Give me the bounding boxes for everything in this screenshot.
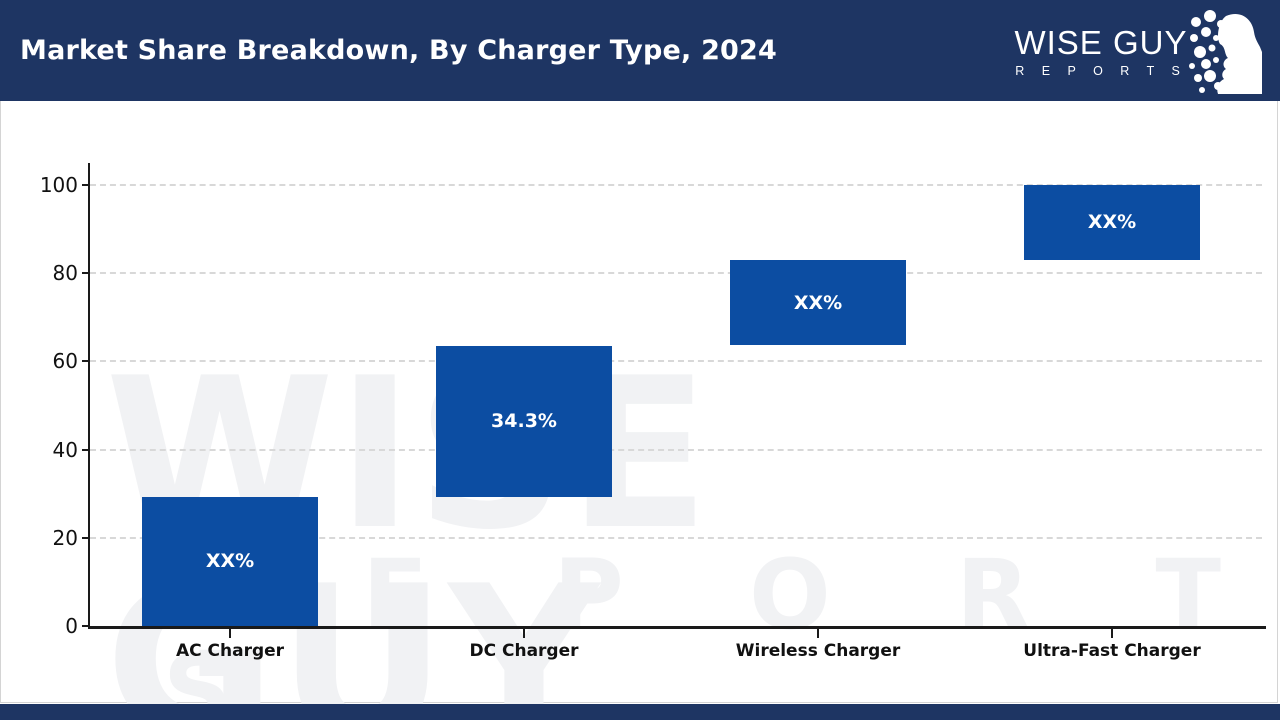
- logo-reports-text: R E P O R T S: [1015, 64, 1187, 78]
- y-axis-line: [88, 163, 90, 628]
- y-tick-mark: [82, 184, 90, 186]
- logo-brand-text: WISE GUY: [1014, 24, 1188, 61]
- bar-value-label: XX%: [1087, 211, 1137, 234]
- bar-value-label: XX%: [793, 291, 843, 314]
- bar-dc-charger: 34.3%: [436, 345, 612, 497]
- chart-title: Market Share Breakdown, By Charger Type,…: [20, 35, 778, 66]
- header-bar: Market Share Breakdown, By Charger Type,…: [0, 0, 1280, 101]
- footer-bar: [0, 704, 1280, 720]
- x-axis-line: [88, 626, 1266, 629]
- y-tick-label: 20: [52, 525, 78, 550]
- watermark-reports-text: R E P O R T S: [163, 539, 1267, 720]
- x-tick-mark: [229, 629, 231, 638]
- x-tick-mark: [817, 629, 819, 638]
- x-category-label: Ultra-Fast Charger: [1023, 641, 1201, 661]
- y-tick-mark: [82, 272, 90, 275]
- y-tick-mark: [82, 536, 90, 539]
- y-tick-mark: [82, 625, 90, 627]
- gridline-y40: [90, 448, 1262, 451]
- logo-head-icon: [1189, 10, 1262, 94]
- bar-value-label: XX%: [205, 550, 255, 573]
- y-tick-mark: [82, 448, 90, 451]
- y-tick-mark: [82, 360, 90, 363]
- x-tick-mark: [523, 629, 525, 638]
- x-category-label: DC Charger: [469, 641, 579, 661]
- y-tick-label: 0: [65, 614, 78, 638]
- bar-ultra-fast-charger: XX%: [1024, 185, 1200, 260]
- y-tick-label: 100: [39, 173, 78, 197]
- x-category-label: Wireless Charger: [735, 641, 901, 661]
- x-category-label: AC Charger: [175, 641, 285, 661]
- gridline-y60: [90, 360, 1262, 363]
- gridline-y80: [90, 272, 1262, 275]
- bar-value-label: 34.3%: [491, 410, 557, 433]
- bar-wireless-charger: XX%: [730, 259, 906, 346]
- y-tick-label: 40: [52, 437, 78, 462]
- y-tick-label: 80: [52, 261, 78, 286]
- y-tick-label: 60: [52, 349, 78, 374]
- wise-guy-logo: WISE GUY R E P O R T S: [1012, 8, 1262, 94]
- bar-ac-charger: XX%: [142, 496, 318, 626]
- gridline-y20: [90, 536, 1262, 539]
- gridline-y100: [90, 184, 1262, 186]
- x-tick-mark: [1111, 629, 1113, 638]
